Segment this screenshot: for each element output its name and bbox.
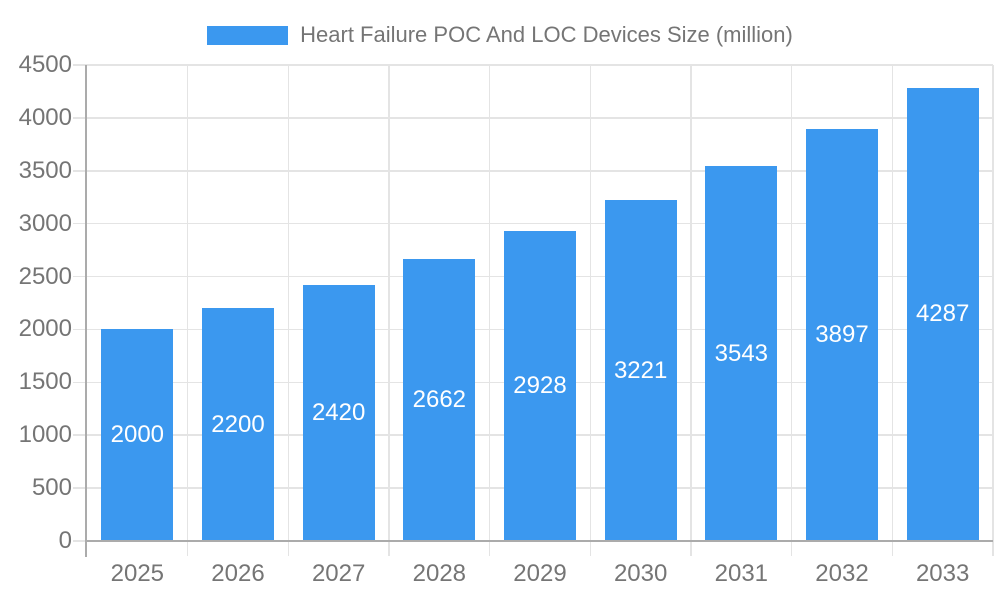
y-tick <box>73 487 87 489</box>
y-axis-label: 3500 <box>18 156 72 184</box>
x-tick <box>690 541 692 556</box>
bar-2031[interactable]: 3543 <box>705 166 778 541</box>
y-axis-line <box>85 65 87 557</box>
x-tick <box>388 541 390 556</box>
bar-2029[interactable]: 2928 <box>504 231 576 541</box>
y-axis-label: 500 <box>31 474 72 502</box>
y-tick <box>73 381 87 384</box>
bar-2027[interactable]: 2420 <box>302 285 375 541</box>
x-axis-label-2033: 2033 <box>915 560 970 587</box>
x-axis-label-2029: 2029 <box>513 560 567 587</box>
bar-2030[interactable]: 3221 <box>604 200 677 541</box>
y-axis-label: 1500 <box>18 368 72 396</box>
y-tick <box>73 222 87 225</box>
y-axis-label: 1000 <box>18 421 72 449</box>
x-tick <box>790 541 793 556</box>
y-axis-label: 4500 <box>18 51 72 78</box>
x-axis-label-2026: 2026 <box>211 560 265 587</box>
legend[interactable]: Heart Failure POC And LOC Devices Size (… <box>0 22 1000 48</box>
x-axis-line <box>87 540 993 542</box>
legend-swatch <box>207 25 289 45</box>
x-tick <box>891 541 894 556</box>
bar-value-label: 2200 <box>211 410 265 438</box>
x-gridline <box>589 65 592 541</box>
plot-area: 0 500 1000 1500 2000 2500 3000 3500 4000 4500 2000… <box>19 51 994 587</box>
x-gridline <box>992 65 994 541</box>
y-tick <box>73 328 87 331</box>
bar-2028[interactable]: 2662 <box>403 259 476 541</box>
x-tick <box>488 541 491 556</box>
bar-value-label: 2000 <box>110 421 165 449</box>
bar-2026[interactable]: 2200 <box>202 308 274 541</box>
x-tick <box>589 541 592 556</box>
y-gridline <box>87 222 993 225</box>
x-gridline <box>287 65 290 541</box>
x-axis-label-2031: 2031 <box>714 560 769 587</box>
x-tick <box>186 541 189 556</box>
bar-2033[interactable]: 4287 <box>906 87 979 541</box>
x-tick <box>287 541 290 556</box>
bar-value-label: 3543 <box>714 339 769 367</box>
x-gridline <box>891 65 894 541</box>
y-gridline <box>87 117 993 119</box>
bar-value-label: 4287 <box>915 300 970 328</box>
y-axis-label: 0 <box>58 527 72 554</box>
x-gridline <box>790 65 793 541</box>
x-axis-label-2025: 2025 <box>110 560 165 587</box>
x-gridline <box>388 65 390 541</box>
x-axis-label-2027: 2027 <box>311 560 366 587</box>
legend-label: Heart Failure POC And LOC Devices Size (… <box>300 22 793 47</box>
x-tick <box>992 541 994 556</box>
bar-value-label: 3221 <box>613 356 668 384</box>
bar-value-label: 3897 <box>815 320 869 348</box>
bar-2032[interactable]: 3897 <box>806 128 878 541</box>
y-tick <box>73 275 87 278</box>
y-axis-label: 4000 <box>18 103 72 131</box>
x-axis-label-2032: 2032 <box>815 560 869 587</box>
bar-value-label: 2420 <box>311 399 366 427</box>
bar-value-label: 2928 <box>513 372 567 400</box>
y-gridline <box>87 170 993 172</box>
y-axis-label: 2500 <box>18 262 72 290</box>
y-tick <box>73 64 87 66</box>
y-tick <box>73 117 87 119</box>
y-tick <box>73 170 87 172</box>
bar-value-label: 2662 <box>412 386 467 414</box>
x-gridline <box>186 65 189 541</box>
x-axis-label-2030: 2030 <box>613 560 668 587</box>
y-axis-label: 3000 <box>18 209 72 237</box>
y-tick <box>73 434 87 436</box>
y-gridline <box>87 64 993 66</box>
y-tick <box>73 540 87 542</box>
x-gridline <box>690 65 692 541</box>
x-gridline <box>488 65 491 541</box>
bar-2025[interactable]: 2000 <box>101 329 174 541</box>
y-axis-label: 2000 <box>18 315 72 343</box>
x-axis-label-2028: 2028 <box>412 560 467 587</box>
